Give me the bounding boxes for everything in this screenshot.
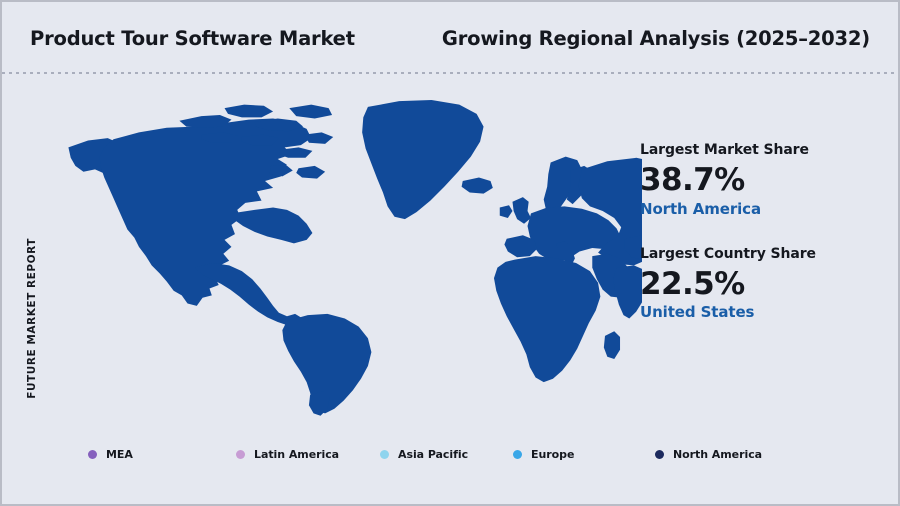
legend-item-europe[interactable]: Europe — [513, 448, 574, 461]
page-title: Product Tour Software Market — [30, 26, 355, 50]
stat-value-country-share: 22.5% — [640, 265, 745, 302]
legend-item-mea[interactable]: MEA — [88, 448, 133, 461]
legend-label-europe: Europe — [531, 448, 575, 461]
legend-item-north-america[interactable]: North America — [655, 448, 762, 461]
stat-label-market-share: Largest Market Share — [640, 142, 809, 158]
legend-dot-icon-latin-america — [236, 450, 245, 459]
legend-label-north-america: North America — [673, 448, 763, 461]
stat-block-market-share: Largest Market Share 38.7% North America — [640, 142, 890, 218]
legend-dot-icon-europe — [513, 450, 522, 459]
brand-label: FUTURE MARKET REPORT — [26, 238, 38, 399]
legend-label-asia-pacific: Asia Pacific — [398, 448, 469, 461]
map-land-group — [68, 99, 642, 416]
stat-value-market-share: 38.7% — [640, 162, 745, 198]
map-legend: MEA Latin America Asia Pacific Europe No… — [88, 448, 788, 468]
stat-region-country-share: United States — [640, 303, 755, 322]
stat-block-country-share: Largest Country Share 22.5% United State… — [640, 246, 890, 322]
legend-item-asia-pacific[interactable]: Asia Pacific — [380, 448, 468, 461]
legend-label-mea: MEA — [106, 448, 133, 461]
map-land-group-asia-pacific — [624, 235, 642, 260]
stat-region-market-share: North America — [640, 199, 761, 218]
stat-label-country-share: Largest Country Share — [640, 245, 816, 262]
legend-dot-icon-asia-pacific — [380, 450, 389, 459]
stats-panel: Largest Market Share 38.7% North America… — [640, 142, 890, 321]
header: Product Tour Software Market Growing Reg… — [2, 2, 898, 74]
page-subtitle: Growing Regional Analysis (2025–2032) — [441, 26, 870, 50]
header-divider — [2, 72, 898, 74]
world-map-svg — [68, 99, 642, 416]
legend-dot-icon-mea — [88, 450, 97, 459]
world-map — [58, 94, 642, 424]
legend-label-latin-america: Latin America — [254, 448, 340, 461]
legend-dot-icon-north-america — [655, 450, 664, 459]
legend-item-latin-america[interactable]: Latin America — [236, 448, 339, 461]
